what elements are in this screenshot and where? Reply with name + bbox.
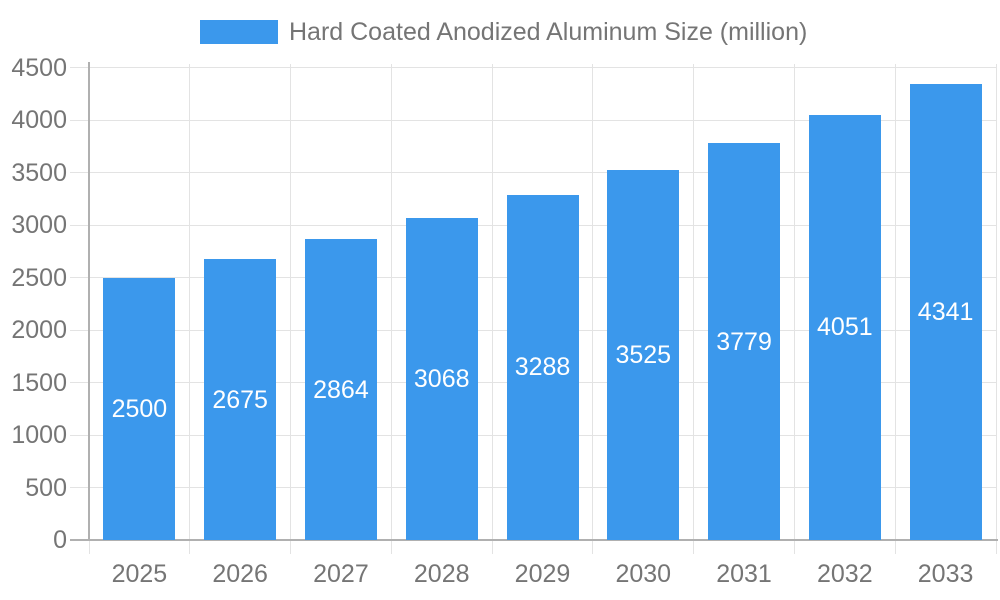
y-tick-label: 1500: [11, 368, 67, 397]
bar-value-label: 3068: [413, 364, 470, 393]
legend-series-label: Hard Coated Anodized Aluminum Size (mill…: [289, 18, 808, 46]
x-tick-label-2031: 2031: [716, 560, 772, 588]
gridline-vertical: [995, 64, 997, 554]
y-tick-label: 500: [25, 473, 67, 502]
bar-2025[interactable]: [103, 277, 176, 540]
bar-value-label: 2500: [111, 394, 168, 423]
bar-value-label: 2675: [212, 385, 268, 414]
x-tick-label-2028: 2028: [413, 560, 470, 588]
x-axis-tick: [88, 540, 90, 554]
y-tick-label: 3500: [11, 158, 67, 187]
x-tick-label-2032: 2032: [817, 560, 873, 588]
bar-value-label: 4341: [917, 298, 974, 327]
legend[interactable]: Hard Coated Anodized Aluminum Size (mill…: [200, 18, 808, 46]
y-axis-line: [88, 62, 90, 540]
bar-2031[interactable]: [708, 143, 781, 540]
x-tick-label-2025: 2025: [111, 560, 168, 588]
bar-2029[interactable]: [506, 194, 579, 540]
bar-2030[interactable]: [607, 169, 680, 540]
x-tick-label-2026: 2026: [212, 560, 268, 588]
bar-2033[interactable]: [909, 84, 982, 540]
gridline-vertical: [189, 64, 191, 554]
y-tick-label: 3000: [11, 211, 67, 239]
gridline-vertical: [390, 64, 392, 554]
bar-2026[interactable]: [204, 259, 277, 540]
x-tick-label-2029: 2029: [514, 560, 571, 588]
bar-2028[interactable]: [405, 217, 478, 540]
gridline-horizontal: [70, 67, 996, 68]
gridline-vertical: [793, 64, 795, 554]
x-tick-label-2027: 2027: [313, 560, 369, 588]
x-tick-label-2033: 2033: [917, 560, 974, 588]
y-tick-label: 2500: [11, 263, 67, 292]
bar-value-label: 2864: [313, 375, 369, 404]
legend-swatch-icon: [200, 20, 278, 44]
gridline-vertical: [894, 64, 896, 554]
y-tick-label: 4500: [11, 53, 67, 82]
y-tick-label: 0: [53, 526, 67, 554]
gridline-vertical: [491, 64, 493, 554]
gridline-vertical: [290, 64, 292, 554]
bar-2032[interactable]: [808, 114, 881, 540]
gridline-vertical: [693, 64, 695, 554]
y-tick-label: 4000: [11, 106, 67, 134]
bar-2027[interactable]: [304, 239, 377, 540]
gridline-horizontal: [70, 119, 996, 121]
gridline-horizontal: [70, 172, 996, 173]
x-axis-line: [70, 539, 998, 541]
x-tick-label-2030: 2030: [615, 560, 672, 588]
y-tick-label: 2000: [11, 316, 67, 344]
gridline-vertical: [592, 64, 594, 554]
bar-value-label: 3525: [615, 340, 672, 369]
bar-value-label: 3779: [716, 327, 772, 356]
bar-value-label: 4051: [817, 313, 873, 342]
bar-value-label: 3288: [514, 353, 571, 382]
y-tick-label: 1000: [11, 421, 67, 449]
